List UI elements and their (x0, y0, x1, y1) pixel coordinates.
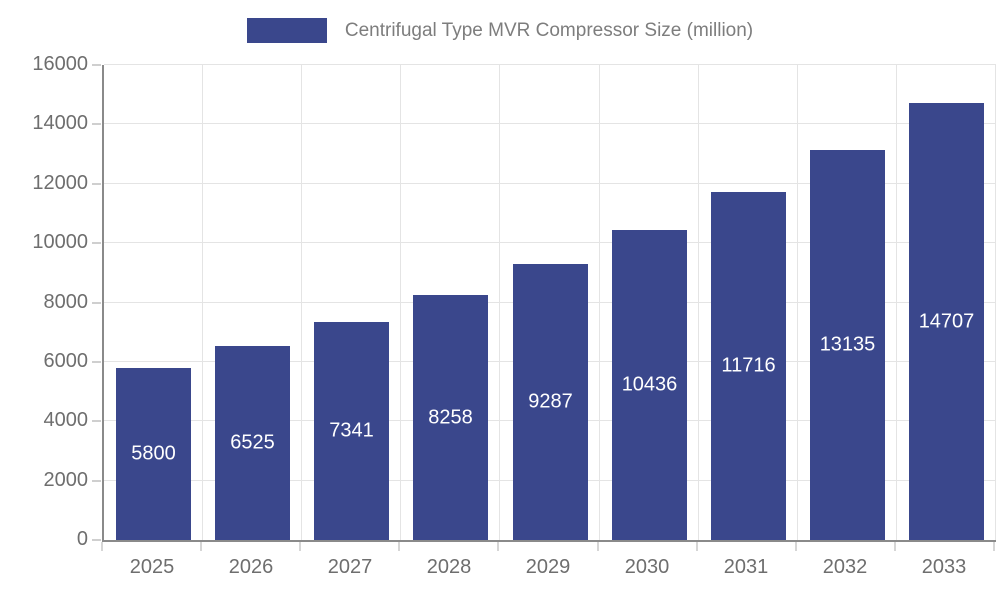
y-tick-mark (92, 539, 101, 541)
x-tick-label: 2031 (723, 556, 769, 578)
x-tick-label: 2027 (327, 556, 373, 578)
y-tick-label: 12000 (32, 171, 88, 194)
y-tick-mark (92, 64, 101, 66)
x-tick-mark (200, 542, 203, 551)
v-gridline (400, 65, 402, 540)
v-gridline (499, 65, 501, 540)
legend: Centrifugal Type MVR Compressor Size (mi… (0, 18, 1000, 43)
y-tick-label: 0 (76, 528, 88, 550)
bar-2033: 14707 (909, 103, 984, 540)
y-tick-mark (92, 479, 101, 482)
h-gridline (104, 242, 996, 244)
plot-area: 5800 6525 7341 8258 9287 10436 11716 13135 14707 (102, 64, 996, 542)
v-gridline (796, 65, 798, 540)
bar-value-label: 7341 (329, 419, 374, 442)
legend-swatch (246, 18, 327, 43)
legend-label: Centrifugal Type MVR Compressor Size (mi… (344, 19, 754, 41)
x-tick-label: 2026 (228, 556, 274, 578)
bar-2031: 11716 (711, 192, 786, 540)
bar-value-label: 5800 (131, 442, 176, 465)
y-tick-mark (92, 242, 101, 245)
y-tick-label: 16000 (32, 53, 88, 75)
bar-value-label: 6525 (230, 431, 275, 454)
x-tick-label: 2030 (624, 556, 670, 578)
x-tick-mark (993, 542, 995, 551)
bar-value-label: 8258 (428, 406, 473, 428)
v-gridline (895, 65, 897, 540)
x-tick-label: 2025 (129, 556, 175, 578)
x-tick-mark (299, 542, 302, 551)
x-tick-mark (596, 542, 599, 551)
y-tick-mark (92, 301, 101, 304)
bar-value-label: 10436 (621, 373, 678, 396)
x-tick-mark (695, 542, 698, 551)
bar-2027: 7341 (314, 322, 389, 540)
y-tick-label: 10000 (32, 231, 88, 254)
y-tick-label: 8000 (43, 290, 89, 313)
y-tick-mark (92, 123, 101, 126)
v-gridline (301, 65, 303, 540)
x-tick-mark (101, 542, 103, 551)
x-tick-label: 2029 (525, 556, 571, 578)
h-gridline (104, 123, 996, 125)
y-tick-label: 2000 (43, 468, 89, 491)
x-tick-label: 2032 (822, 556, 868, 578)
x-tick-mark (794, 542, 797, 551)
bar-2028: 8258 (413, 295, 488, 540)
v-gridline (202, 65, 204, 540)
y-tick-mark (92, 360, 101, 363)
bar-value-label: 11716 (721, 354, 776, 377)
x-tick-label: 2028 (426, 556, 472, 578)
y-tick-label: 4000 (43, 409, 89, 432)
bar-value-label: 9287 (528, 390, 573, 413)
x-tick-mark (497, 542, 500, 551)
v-gridline (598, 65, 600, 540)
bar-2032: 13135 (810, 150, 885, 540)
x-tick-mark (398, 542, 401, 551)
h-gridline (104, 64, 996, 65)
bar-2025: 5800 (116, 368, 191, 540)
y-tick-mark (92, 182, 101, 185)
h-gridline (104, 182, 996, 184)
y-tick-label: 6000 (43, 349, 89, 372)
bar-2029: 9287 (513, 264, 588, 540)
bar-2026: 6525 (215, 346, 290, 540)
x-tick-label: 2033 (921, 556, 967, 578)
bar-2030: 10436 (612, 230, 687, 540)
bar-value-label: 13135 (819, 333, 876, 356)
v-gridline (995, 65, 996, 540)
x-tick-mark (893, 542, 896, 551)
v-gridline (697, 65, 699, 540)
bar-value-label: 14707 (918, 310, 975, 332)
y-tick-mark (92, 420, 101, 423)
y-tick-label: 14000 (32, 112, 88, 135)
